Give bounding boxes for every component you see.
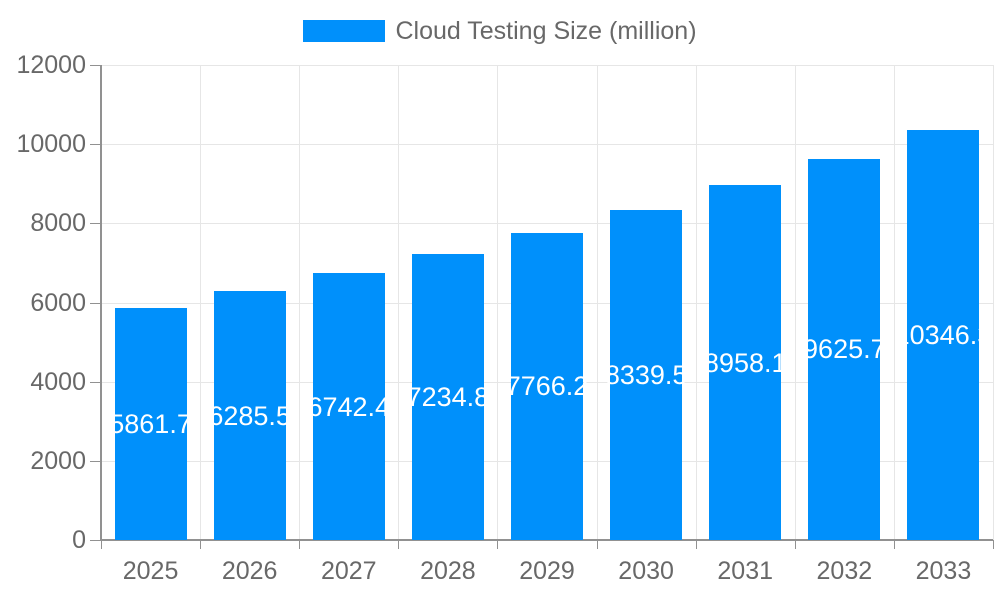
- x-gridline: [794, 65, 796, 540]
- bar[interactable]: [312, 273, 385, 540]
- y-axis-tick-label: 6000: [30, 288, 86, 317]
- y-axis-line: [100, 65, 102, 540]
- y-axis-tick-label: 10000: [16, 130, 86, 159]
- x-gridline: [299, 65, 301, 540]
- y-axis-tick-label: 0: [72, 526, 86, 554]
- y-axis-tick: [90, 460, 101, 462]
- x-axis-tick: [596, 540, 598, 549]
- x-axis-tick: [993, 540, 994, 549]
- bar[interactable]: [114, 307, 187, 540]
- bar[interactable]: [411, 253, 484, 540]
- bar[interactable]: [511, 232, 583, 540]
- x-axis-tick-label: 2031: [717, 557, 774, 585]
- x-axis-tick-label: 2032: [816, 557, 873, 585]
- y-gridline: [101, 65, 993, 66]
- y-axis-tick: [90, 144, 101, 146]
- x-axis-tick-label: 2030: [618, 557, 674, 585]
- x-axis-tick-label: 2028: [420, 557, 476, 585]
- x-gridline: [497, 65, 499, 540]
- y-axis-tick: [90, 381, 101, 383]
- x-axis-tick-label: 2033: [915, 557, 972, 585]
- y-axis-tick-label: 2000: [30, 446, 86, 475]
- x-gridline: [596, 65, 598, 540]
- x-axis-tick: [695, 540, 697, 549]
- y-axis-tick: [90, 302, 101, 304]
- y-axis-tick-label: 8000: [30, 209, 86, 238]
- bar[interactable]: [907, 130, 980, 540]
- x-axis-tick: [497, 540, 499, 549]
- x-axis-tick: [794, 540, 796, 549]
- legend-label: Cloud Testing Size (million): [395, 16, 697, 45]
- y-axis-tick: [90, 223, 101, 225]
- x-axis-tick: [299, 540, 301, 549]
- legend[interactable]: Cloud Testing Size (million): [0, 14, 1000, 48]
- x-gridline: [695, 65, 697, 540]
- x-axis-line: [101, 539, 993, 541]
- x-axis-tick-label: 2029: [519, 557, 575, 585]
- y-axis-tick: [90, 65, 101, 66]
- y-gridline: [101, 144, 993, 146]
- y-axis-tick-label: 12000: [16, 51, 86, 79]
- x-axis-tick-label: 2025: [122, 557, 179, 585]
- bar[interactable]: [610, 209, 683, 540]
- y-axis-tick-label: 4000: [30, 367, 86, 396]
- x-axis-tick: [893, 540, 895, 549]
- x-axis-tick: [200, 540, 202, 549]
- x-gridline: [200, 65, 202, 540]
- bar[interactable]: [709, 185, 782, 540]
- y-axis-tick: [90, 540, 101, 541]
- x-axis-tick-label: 2027: [320, 557, 377, 585]
- x-axis-tick: [398, 540, 400, 549]
- bar[interactable]: [213, 291, 286, 540]
- x-axis-tick: [101, 540, 102, 549]
- legend-swatch-icon: [303, 20, 386, 42]
- x-gridline: [993, 65, 994, 540]
- y-gridline: [101, 223, 993, 225]
- x-axis-tick-label: 2026: [221, 557, 278, 585]
- x-gridline: [398, 65, 400, 540]
- x-gridline: [893, 65, 895, 540]
- bar[interactable]: [808, 158, 881, 540]
